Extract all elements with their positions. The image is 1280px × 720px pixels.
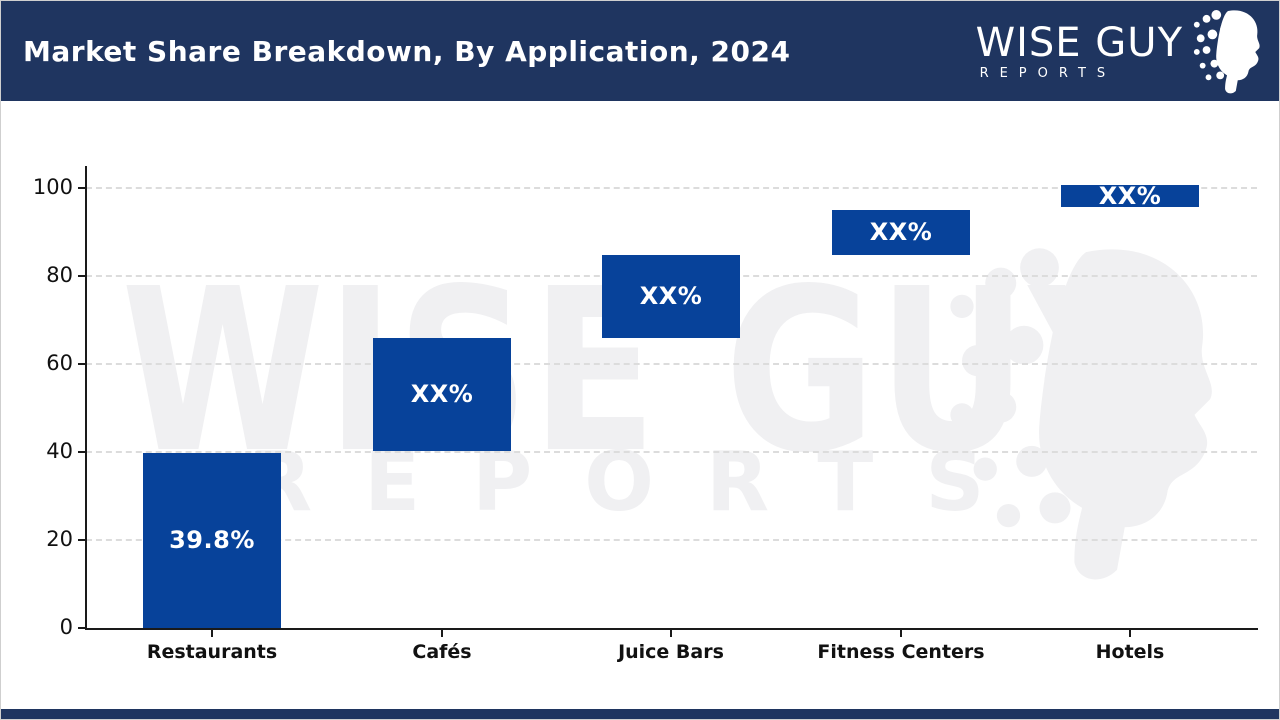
y-tick-label: 40	[46, 439, 73, 463]
footer-band	[1, 709, 1279, 719]
x-tick-mark	[1129, 630, 1131, 637]
y-tick-mark	[78, 187, 86, 189]
y-tick-label: 0	[59, 615, 73, 639]
y-tick-mark	[78, 363, 86, 365]
bar-restaurants: 39.8%	[143, 452, 281, 628]
bar-fitness-centers: XX%	[832, 210, 970, 255]
gridline	[86, 187, 1257, 189]
gridline	[86, 539, 1257, 541]
logo-text: WISE GUY REPORTS	[976, 23, 1183, 80]
logo-name: WISE GUY	[975, 19, 1183, 66]
y-tick-label: 20	[46, 527, 73, 551]
plot-area: 0 20 40 60 80 100 39.8% Restaurants XX% Cafés XX% J…	[1, 101, 1279, 711]
x-tick-mark	[670, 630, 672, 637]
x-tick-mark	[441, 630, 443, 637]
y-tick-label: 80	[46, 263, 73, 287]
wise-guy-reports-logo: WISE GUY REPORTS	[976, 7, 1267, 95]
y-axis-line	[85, 166, 87, 630]
x-category-label: Juice Bars	[618, 641, 724, 663]
bar-value-label: XX%	[639, 282, 703, 311]
x-category-label: Fitness Centers	[817, 641, 985, 663]
y-tick-mark	[78, 275, 86, 277]
bar-value-label: XX%	[869, 218, 933, 247]
x-tick-mark	[900, 630, 902, 637]
bar-cafés: XX%	[373, 338, 511, 451]
header-band: Market Share Breakdown, By Application, …	[1, 1, 1279, 101]
y-tick-mark	[78, 451, 86, 453]
dotted-head-icon	[1193, 10, 1260, 94]
bar-value-label: XX%	[410, 380, 474, 409]
x-category-label: Hotels	[1095, 641, 1165, 663]
x-category-label: Cafés	[412, 641, 472, 663]
y-tick-mark	[78, 539, 86, 541]
y-tick-mark	[78, 627, 86, 629]
x-category-label: Restaurants	[146, 641, 278, 663]
gridline	[86, 363, 1257, 365]
page-title: Market Share Breakdown, By Application, …	[23, 34, 791, 68]
y-tick-label: 100	[32, 175, 73, 199]
gridline	[86, 451, 1257, 453]
x-axis-line	[85, 628, 1258, 630]
y-tick-label: 60	[46, 351, 73, 375]
x-tick-mark	[211, 630, 213, 637]
logo-subtitle: REPORTS	[979, 65, 1117, 81]
bar-juice-bars: XX%	[602, 254, 740, 339]
bar-value-label: XX%	[1098, 182, 1162, 211]
bar-hotels: XX%	[1061, 182, 1199, 211]
bar-value-label: 39.8%	[169, 526, 255, 555]
